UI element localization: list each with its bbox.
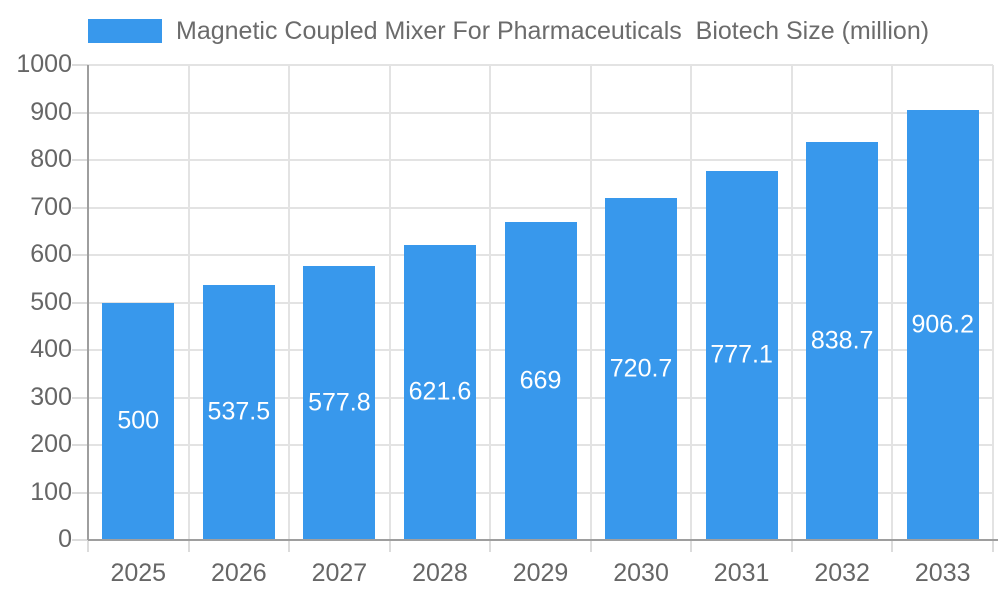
x-axis-label: 2028 <box>412 559 468 587</box>
y-tick-mark <box>72 444 88 446</box>
y-axis-label: 400 <box>30 335 72 363</box>
bar[interactable]: 720.7 <box>605 197 678 540</box>
x-axis-label: 2026 <box>211 559 267 587</box>
y-tick-mark <box>72 349 88 351</box>
y-tick-mark <box>72 111 88 114</box>
x-tick-mark <box>589 540 592 552</box>
v-gridline <box>690 65 693 540</box>
x-axis-label: 2031 <box>713 559 770 587</box>
v-gridline <box>187 65 190 540</box>
y-tick-mark <box>72 159 88 161</box>
y-axis-label: 0 <box>58 525 72 553</box>
v-gridline <box>288 65 291 540</box>
x-tick-mark <box>891 540 894 552</box>
bar[interactable]: 577.8 <box>303 265 376 540</box>
y-axis-label: 600 <box>30 240 72 268</box>
bar-value-label: 537.5 <box>207 397 271 426</box>
bar-value-label: 838.7 <box>810 326 874 355</box>
bar[interactable]: 906.2 <box>906 109 979 540</box>
y-tick-mark <box>72 206 88 209</box>
x-tick-mark <box>388 540 391 552</box>
bar[interactable]: 500 <box>102 302 175 540</box>
x-axis-label: 2027 <box>311 559 368 587</box>
x-axis-label: 2025 <box>110 559 167 587</box>
y-axis-label: 500 <box>30 287 72 316</box>
bar-value-label: 777.1 <box>710 340 773 369</box>
y-tick-mark <box>72 396 88 399</box>
bar[interactable]: 669 <box>504 222 577 540</box>
x-tick-mark <box>87 540 89 552</box>
bar-value-label: 500 <box>117 406 160 435</box>
v-gridline <box>489 65 492 540</box>
v-gridline <box>589 65 592 540</box>
v-gridline <box>992 65 994 540</box>
y-tick-mark <box>72 539 88 541</box>
bar[interactable]: 537.5 <box>202 284 275 540</box>
h-gridline <box>88 64 993 66</box>
h-gridline <box>88 206 993 209</box>
y-tick-mark <box>72 64 88 66</box>
y-axis-line <box>87 65 89 540</box>
bar-value-label: 621.6 <box>408 377 472 406</box>
bar-value-label: 577.8 <box>308 388 371 417</box>
x-tick-mark <box>288 540 291 552</box>
bar-value-label: 669 <box>519 366 562 395</box>
y-axis-label: 1000 <box>16 50 72 78</box>
x-axis-label: 2032 <box>814 559 870 587</box>
y-axis-label: 700 <box>30 192 72 221</box>
chart-legend[interactable]: Magnetic Coupled Mixer For Pharmaceutica… <box>88 17 929 45</box>
x-axis-label: 2029 <box>512 559 569 587</box>
x-tick-mark <box>690 540 693 552</box>
v-gridline <box>891 65 894 540</box>
x-axis-label: 2030 <box>613 559 669 587</box>
y-axis-label: 200 <box>30 430 72 458</box>
bar-value-label: 720.7 <box>609 354 673 383</box>
bar-value-label: 906.2 <box>911 310 974 339</box>
legend-swatch-icon <box>88 19 162 43</box>
h-gridline <box>88 159 993 161</box>
x-tick-mark <box>992 540 994 552</box>
y-axis-label: 300 <box>30 382 72 411</box>
x-tick-mark <box>790 540 793 552</box>
x-axis-line <box>88 539 998 541</box>
y-tick-mark <box>72 491 88 494</box>
bar[interactable]: 621.6 <box>403 244 476 540</box>
y-axis-label: 900 <box>30 97 72 126</box>
bar[interactable]: 777.1 <box>705 170 778 540</box>
y-tick-mark <box>72 301 88 304</box>
v-gridline <box>388 65 391 540</box>
y-axis-label: 100 <box>30 477 72 506</box>
bar[interactable]: 838.7 <box>806 141 879 540</box>
y-axis-label: 800 <box>30 145 72 173</box>
v-gridline <box>790 65 793 540</box>
h-gridline <box>88 111 993 114</box>
x-tick-mark <box>489 540 492 552</box>
y-tick-mark <box>72 254 88 256</box>
x-tick-mark <box>187 540 190 552</box>
legend-label: Magnetic Coupled Mixer For Pharmaceutica… <box>176 16 930 45</box>
x-axis-label: 2033 <box>914 559 971 587</box>
